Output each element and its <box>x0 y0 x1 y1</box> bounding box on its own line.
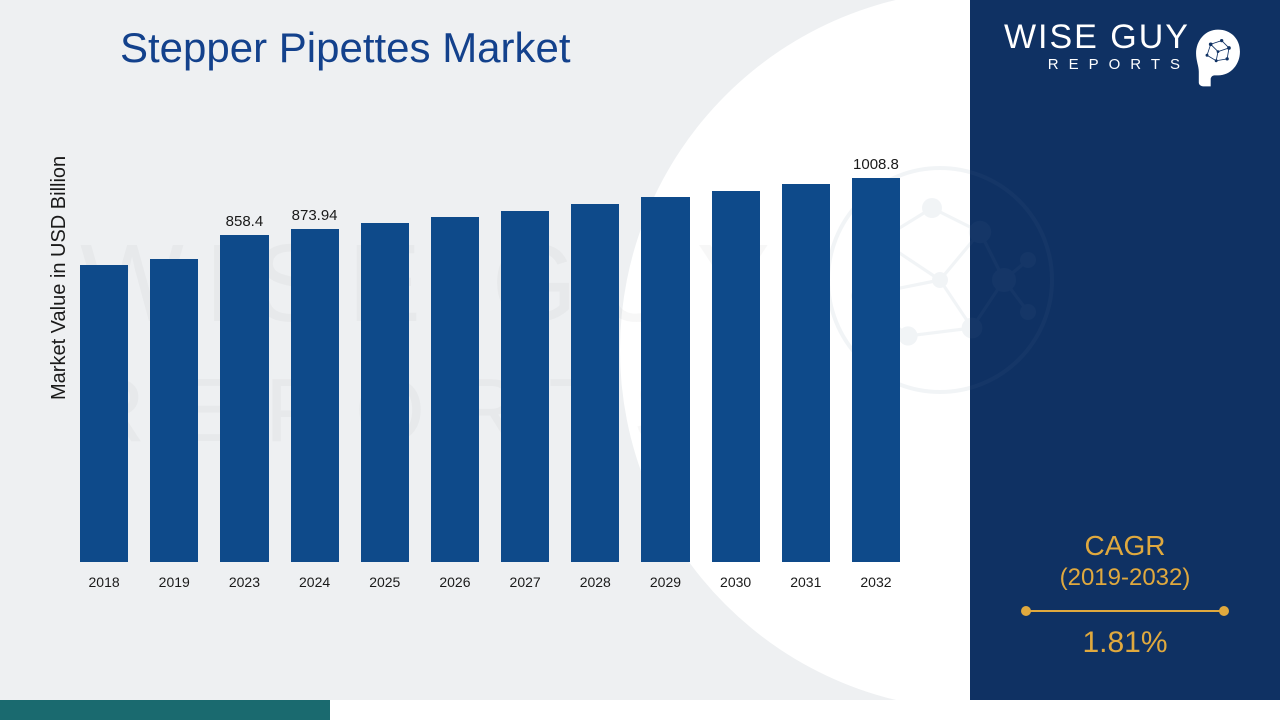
bar <box>361 223 409 562</box>
bar-group <box>361 223 409 562</box>
bar-group <box>571 204 619 562</box>
x-axis-tick-label: 2030 <box>712 574 760 590</box>
bar-group <box>782 184 830 562</box>
x-axis-tick-label: 2032 <box>852 574 900 590</box>
bar <box>782 184 830 562</box>
x-axis-tick-label: 2031 <box>782 574 830 590</box>
bar-group <box>712 191 760 562</box>
cagr-value: 1.81% <box>1000 626 1250 660</box>
bar <box>220 235 268 562</box>
bar-group <box>641 197 689 562</box>
bar-value-label: 873.94 <box>292 207 338 224</box>
bar-group <box>501 211 549 562</box>
x-axis-tick-label: 2028 <box>571 574 619 590</box>
x-axis-tick-label: 2018 <box>80 574 128 590</box>
logo-head-icon <box>1190 26 1246 90</box>
x-axis-tick-label: 2019 <box>150 574 198 590</box>
bar <box>80 265 128 562</box>
cagr-block: CAGR (2019-2032) 1.81% <box>1000 530 1250 660</box>
x-axis-tick-label: 2024 <box>291 574 339 590</box>
bar-value-label: 858.4 <box>226 213 264 230</box>
y-axis-label: Market Value in USD Billion <box>48 156 71 400</box>
bar <box>431 217 479 562</box>
bar-group <box>150 259 198 562</box>
x-axis-labels: 2018 2019 2023 2024 2025 2026 2027 2028 2029 2030… <box>80 574 900 590</box>
bar-group <box>431 217 479 562</box>
bar-group: 873.94 <box>291 229 339 562</box>
bars-container: 858.4 873.94 1008.8 <box>80 162 900 562</box>
bar-chart: 858.4873.941008.8 2018201920232024202520… <box>80 160 900 590</box>
cagr-divider <box>1025 610 1225 612</box>
x-axis-tick-label: 2029 <box>641 574 689 590</box>
bar <box>501 211 549 562</box>
chart-title: Stepper Pipettes Market <box>120 24 571 72</box>
bar-group: 858.4 <box>220 235 268 562</box>
bar <box>571 204 619 562</box>
bar <box>852 178 900 562</box>
bar <box>291 229 339 562</box>
cagr-period: (2019-2032) <box>1000 564 1250 592</box>
bar <box>641 197 689 562</box>
x-axis-tick-label: 2027 <box>501 574 549 590</box>
x-axis-tick-label: 2023 <box>220 574 268 590</box>
cagr-title: CAGR <box>1000 530 1250 562</box>
bar-group <box>80 265 128 562</box>
logo: WISE GUY REPORTS <box>1004 20 1250 73</box>
bar-group: 1008.8 <box>852 178 900 562</box>
x-axis-tick-label: 2025 <box>361 574 409 590</box>
x-axis-tick-label: 2026 <box>431 574 479 590</box>
bar <box>712 191 760 562</box>
bottom-accent-strip <box>0 700 330 720</box>
bar-value-label: 1008.8 <box>853 156 899 173</box>
bar <box>150 259 198 562</box>
